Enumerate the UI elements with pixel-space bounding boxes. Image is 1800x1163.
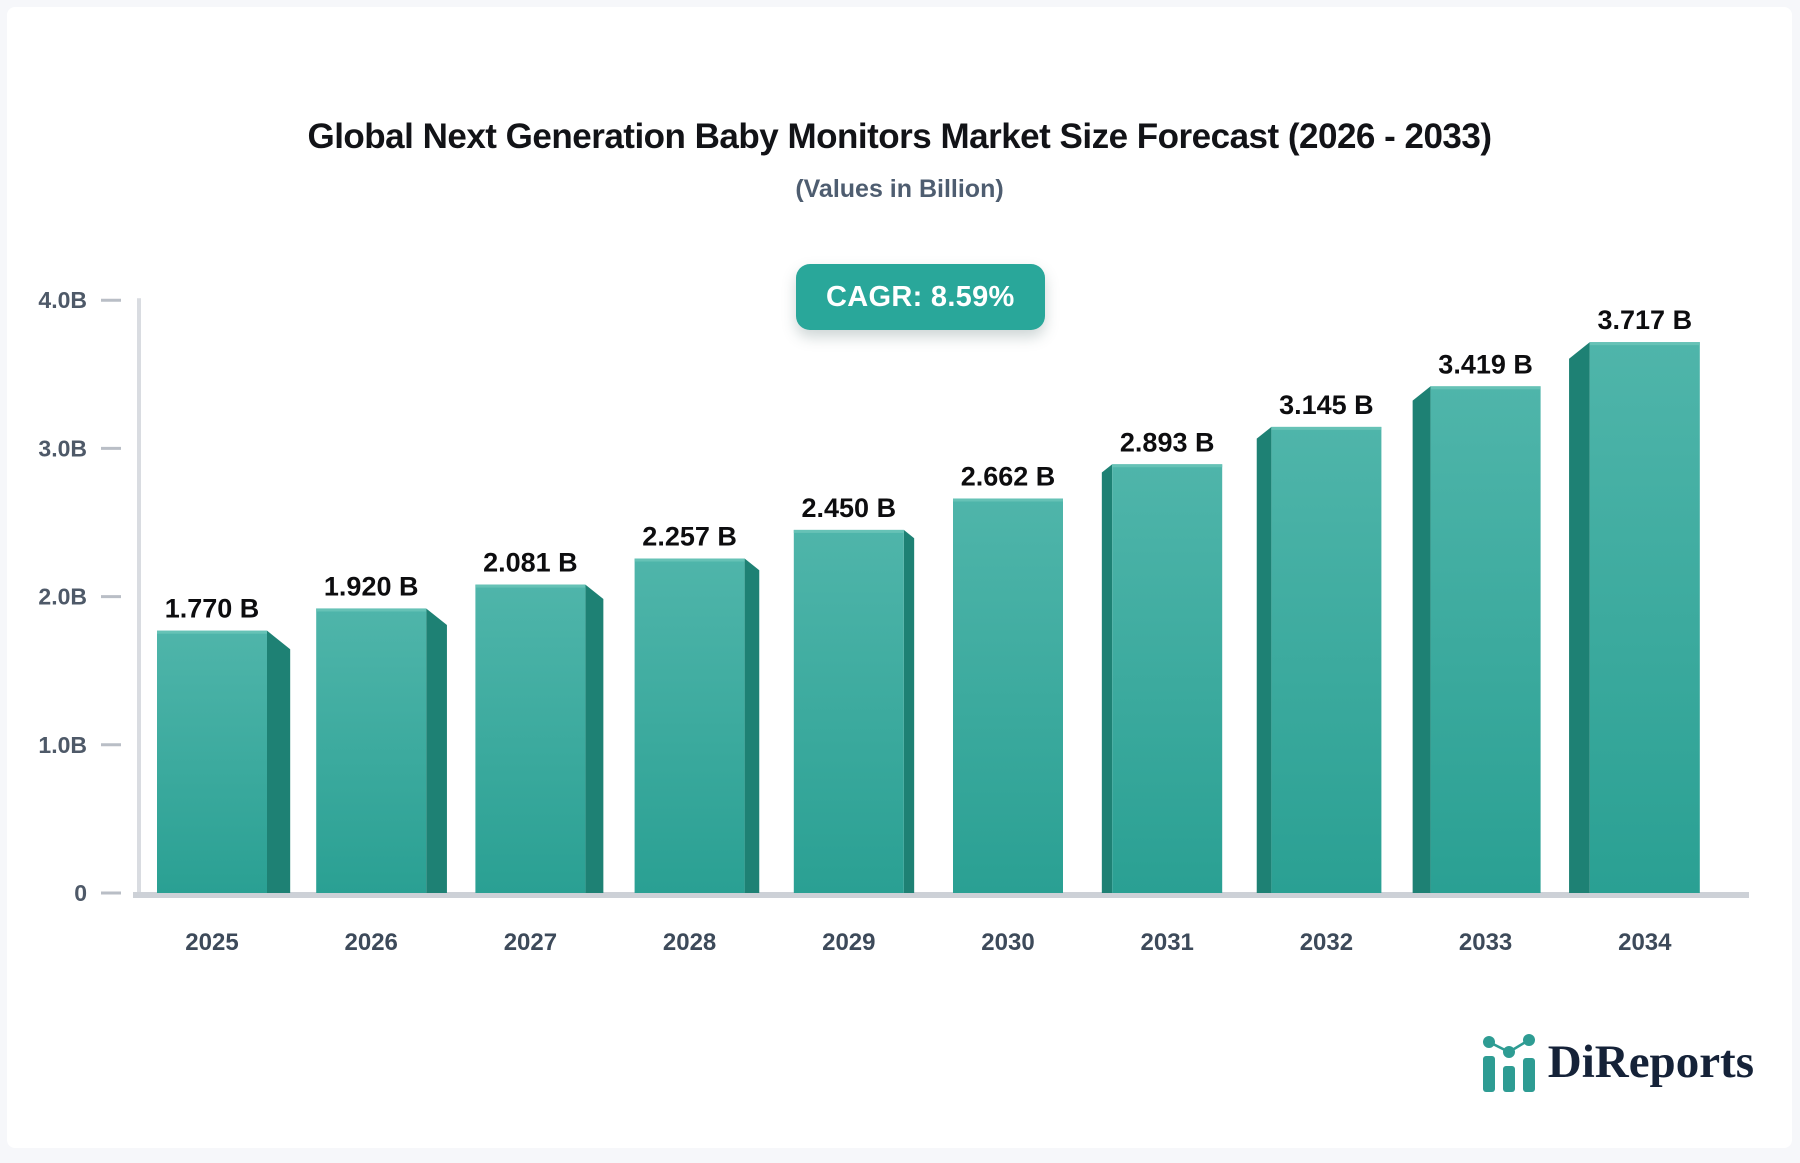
bar-side-face bbox=[1256, 426, 1272, 893]
bar-top-highlight bbox=[634, 558, 745, 562]
cagr-badge-label: CAGR: 8.59% bbox=[826, 280, 1015, 313]
bar-top-highlight bbox=[157, 630, 267, 634]
bar-value-label: 2.257 B bbox=[642, 522, 737, 552]
bar bbox=[1112, 464, 1223, 893]
bar-side-face bbox=[744, 558, 760, 893]
chart-subtitle: (Values in Billion) bbox=[795, 175, 1004, 203]
bar-top-highlight bbox=[316, 608, 427, 612]
y-tick-label: 0 bbox=[74, 880, 87, 906]
bar bbox=[157, 630, 267, 893]
bar-side-face bbox=[1412, 386, 1431, 893]
brand-logo: DiReports bbox=[1481, 1030, 1754, 1094]
chart-card: Global Next Generation Baby Monitors Mar… bbox=[7, 7, 1792, 1148]
bar-value-label: 1.770 B bbox=[165, 594, 260, 624]
bar bbox=[1271, 426, 1382, 893]
bar-side-face bbox=[267, 630, 291, 893]
x-tick-label: 2031 bbox=[1141, 929, 1194, 956]
x-tick-label: 2033 bbox=[1459, 929, 1512, 956]
bar-value-label: 2.662 B bbox=[961, 461, 1056, 491]
x-tick-label: 2028 bbox=[663, 929, 716, 956]
bar bbox=[1589, 342, 1700, 893]
x-tick-label: 2025 bbox=[185, 929, 238, 956]
bar-side-face bbox=[903, 529, 915, 893]
mini-bar-line-chart-icon bbox=[1482, 1034, 1535, 1092]
bar-top-highlight bbox=[475, 584, 586, 588]
bar-value-label: 3.145 B bbox=[1279, 390, 1374, 420]
bar-value-label: 1.920 B bbox=[324, 571, 419, 601]
x-tick-label: 2026 bbox=[345, 929, 398, 956]
bar bbox=[634, 558, 745, 893]
bar-top-highlight bbox=[1112, 464, 1223, 468]
x-tick-label: 2029 bbox=[822, 929, 875, 956]
bar-value-label: 2.081 B bbox=[483, 548, 578, 578]
bar-side-face bbox=[1101, 464, 1113, 893]
y-tick-label: 4.0B bbox=[38, 287, 87, 313]
y-tick-label: 2.0B bbox=[38, 584, 87, 610]
bar-top-highlight bbox=[1271, 426, 1382, 430]
bar bbox=[316, 608, 427, 893]
bar-top-highlight bbox=[1430, 386, 1541, 390]
bar bbox=[1430, 386, 1541, 893]
y-tick-label: 3.0B bbox=[38, 435, 87, 461]
bar bbox=[953, 498, 1063, 893]
bar-top-highlight bbox=[953, 498, 1063, 502]
bar-value-label: 2.450 B bbox=[802, 493, 897, 523]
cagr-badge: CAGR: 8.59% bbox=[796, 264, 1045, 330]
chart-title: Global Next Generation Baby Monitors Mar… bbox=[307, 117, 1492, 156]
bar-chart: 0 1.0B 2.0B 3.0B 4.0B 1.770 B 2025 1.920 B 2026 2… bbox=[38, 287, 1749, 956]
bar bbox=[475, 584, 586, 893]
bar-side-face bbox=[426, 608, 447, 893]
bar-value-label: 2.893 B bbox=[1120, 427, 1215, 457]
bar-top-highlight bbox=[793, 529, 904, 533]
x-tick-label: 2034 bbox=[1618, 929, 1672, 956]
x-tick-label: 2032 bbox=[1300, 929, 1353, 956]
y-tick-label: 1.0B bbox=[38, 732, 87, 758]
x-tick-label: 2030 bbox=[981, 929, 1034, 956]
x-tick-label: 2027 bbox=[504, 929, 557, 956]
bar-value-label: 3.717 B bbox=[1598, 305, 1693, 335]
bar-value-label: 3.419 B bbox=[1438, 349, 1533, 379]
brand-logo-text: DiReports bbox=[1547, 1035, 1754, 1088]
bar-side-face bbox=[1569, 342, 1590, 893]
bar-side-face bbox=[585, 584, 604, 893]
bar bbox=[793, 529, 904, 893]
bar-top-highlight bbox=[1589, 342, 1700, 346]
